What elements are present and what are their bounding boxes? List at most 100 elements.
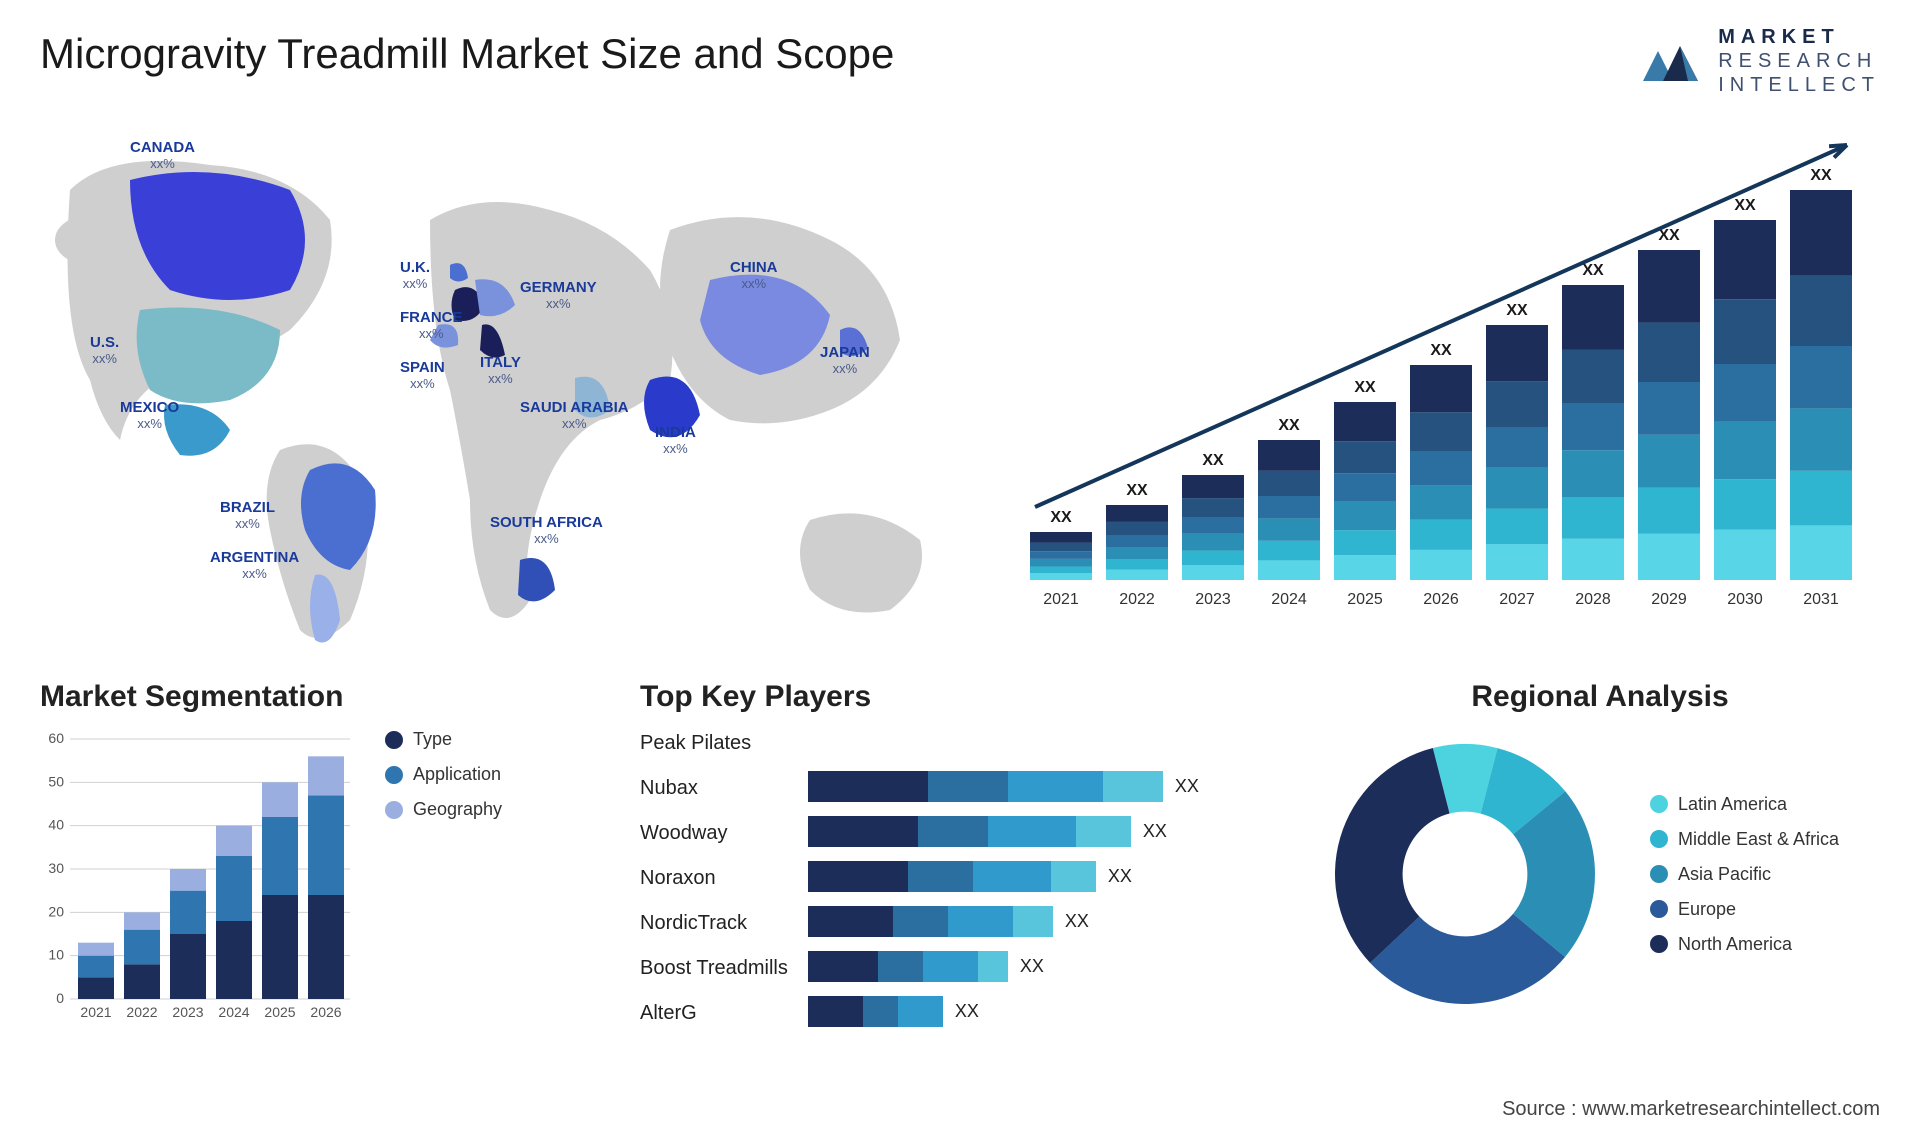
seg-bar-seg: [308, 795, 344, 895]
map-south-africa: [518, 558, 555, 601]
growth-bar-seg: [1334, 555, 1396, 580]
player-bar-row: XX: [808, 996, 1199, 1027]
growth-year-label: 2031: [1803, 591, 1839, 608]
growth-bar-seg: [1714, 530, 1776, 580]
legend-swatch: [1650, 935, 1668, 953]
growth-bar-seg: [1486, 544, 1548, 580]
player-bar-seg: [1103, 771, 1163, 802]
player-bar: [808, 861, 1096, 892]
growth-bar-seg: [1410, 412, 1472, 451]
player-bar-seg: [1008, 771, 1103, 802]
player-name: Nubax: [640, 774, 788, 802]
regional-section: Regional Analysis Latin AmericaMiddle Ea…: [1320, 680, 1880, 1019]
map-label-india: INDIAxx%: [655, 425, 696, 456]
legend-label: Europe: [1678, 899, 1736, 920]
growth-year-label: 2024: [1271, 591, 1307, 608]
segmentation-chart: 0102030405060202120222023202420252026: [40, 729, 360, 1029]
growth-bar-seg: [1638, 534, 1700, 580]
seg-bar-seg: [308, 756, 344, 795]
player-bar-seg: [898, 996, 943, 1027]
player-bar-seg: [1051, 861, 1096, 892]
growth-bar-seg: [1562, 539, 1624, 580]
growth-bar-value: XX: [1202, 452, 1224, 469]
seg-bar-seg: [78, 977, 114, 999]
seg-bar-seg: [170, 869, 206, 891]
growth-bar-seg: [1258, 471, 1320, 496]
legend-label: Middle East & Africa: [1678, 829, 1839, 850]
svg-text:0: 0: [56, 990, 64, 1006]
seg-bar-seg: [216, 856, 252, 921]
growth-bar-seg: [1182, 498, 1244, 517]
seg-bar-seg: [262, 895, 298, 999]
player-value: XX: [955, 1001, 979, 1022]
growth-bar-seg: [1334, 502, 1396, 530]
growth-bar-seg: [1106, 570, 1168, 581]
growth-bar-seg: [1182, 551, 1244, 566]
growth-bar-seg: [1562, 403, 1624, 450]
player-value: XX: [1175, 776, 1199, 797]
player-bar-seg: [973, 861, 1051, 892]
player-bar-seg: [808, 816, 918, 847]
logo-icon: [1638, 31, 1708, 91]
regional-donut: [1320, 729, 1610, 1019]
player-value: XX: [1108, 866, 1132, 887]
legend-swatch: [385, 731, 403, 749]
top-players-title: Top Key Players: [640, 680, 1280, 714]
svg-text:30: 30: [48, 860, 64, 876]
player-bar-seg: [808, 996, 863, 1027]
legend-label: North America: [1678, 934, 1792, 955]
growth-bar-seg: [1182, 475, 1244, 498]
player-bar-seg: [978, 951, 1008, 982]
seg-legend-item: Type: [385, 729, 502, 750]
growth-bar-seg: [1486, 325, 1548, 381]
map-label-argentina: ARGENTINAxx%: [210, 550, 299, 581]
player-bar-seg: [808, 861, 908, 892]
growth-year-label: 2026: [1423, 591, 1459, 608]
map-label-germany: GERMANYxx%: [520, 280, 597, 311]
growth-bar-seg: [1410, 550, 1472, 580]
growth-bar-value: XX: [1810, 167, 1832, 184]
regional-legend-item: North America: [1650, 934, 1839, 955]
growth-bar-seg: [1334, 402, 1396, 441]
world-map: CANADAxx%U.S.xx%MEXICOxx%BRAZILxx%ARGENT…: [30, 130, 990, 670]
growth-bar-seg: [1486, 427, 1548, 468]
player-bar-seg: [808, 771, 928, 802]
map-label-u-k-: U.K.xx%: [400, 260, 430, 291]
seg-bar-seg: [170, 891, 206, 934]
growth-bar-value: XX: [1354, 379, 1376, 396]
logo-line-2: RESEARCH: [1718, 49, 1880, 73]
growth-bar-seg: [1638, 250, 1700, 323]
player-bar: [808, 906, 1053, 937]
growth-bar-value: XX: [1050, 509, 1072, 526]
growth-bar-seg: [1030, 573, 1092, 580]
growth-bar-seg: [1562, 450, 1624, 497]
player-bar-seg: [863, 996, 898, 1027]
regional-legend-item: Asia Pacific: [1650, 864, 1839, 885]
svg-text:40: 40: [48, 817, 64, 833]
legend-label: Type: [413, 729, 452, 750]
player-bar-seg: [808, 906, 893, 937]
player-bar-seg: [918, 816, 988, 847]
seg-bar-seg: [262, 782, 298, 817]
growth-bar-seg: [1030, 559, 1092, 567]
growth-bar-seg: [1714, 422, 1776, 480]
player-name: Peak Pilates: [640, 729, 788, 757]
growth-bar-seg: [1790, 276, 1852, 346]
seg-bar-seg: [78, 956, 114, 978]
legend-swatch: [1650, 900, 1668, 918]
growth-bar-seg: [1638, 435, 1700, 488]
map-label-canada: CANADAxx%: [130, 140, 195, 171]
growth-bar-seg: [1106, 559, 1168, 570]
segmentation-legend: TypeApplicationGeography: [385, 729, 502, 820]
growth-bar-seg: [1182, 565, 1244, 580]
svg-text:2024: 2024: [218, 1004, 249, 1020]
seg-bar-seg: [308, 895, 344, 999]
svg-text:2021: 2021: [80, 1004, 111, 1020]
player-bar-seg: [1076, 816, 1131, 847]
seg-bar-seg: [170, 934, 206, 999]
player-name: AlterG: [640, 999, 788, 1027]
growth-bar-seg: [1030, 532, 1092, 543]
seg-bar-seg: [216, 921, 252, 999]
growth-bar-seg: [1030, 567, 1092, 574]
legend-swatch: [385, 766, 403, 784]
